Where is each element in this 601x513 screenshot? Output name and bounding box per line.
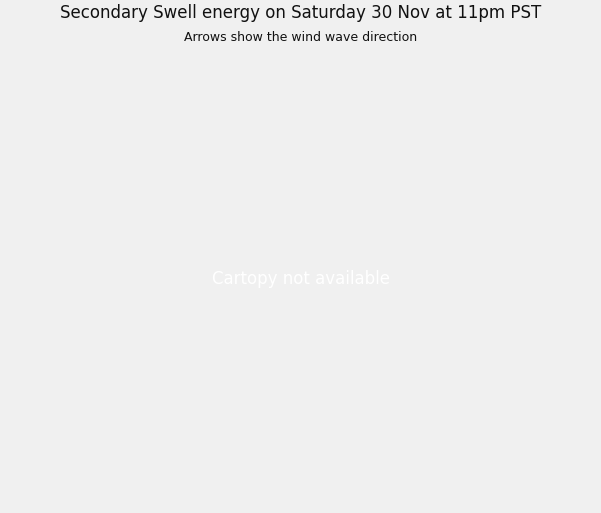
- Text: Arrows show the wind wave direction: Arrows show the wind wave direction: [184, 30, 417, 44]
- Text: Cartopy not available: Cartopy not available: [212, 270, 389, 288]
- Text: Secondary Swell energy on Saturday 30 Nov at 11pm PST: Secondary Swell energy on Saturday 30 No…: [60, 4, 541, 22]
